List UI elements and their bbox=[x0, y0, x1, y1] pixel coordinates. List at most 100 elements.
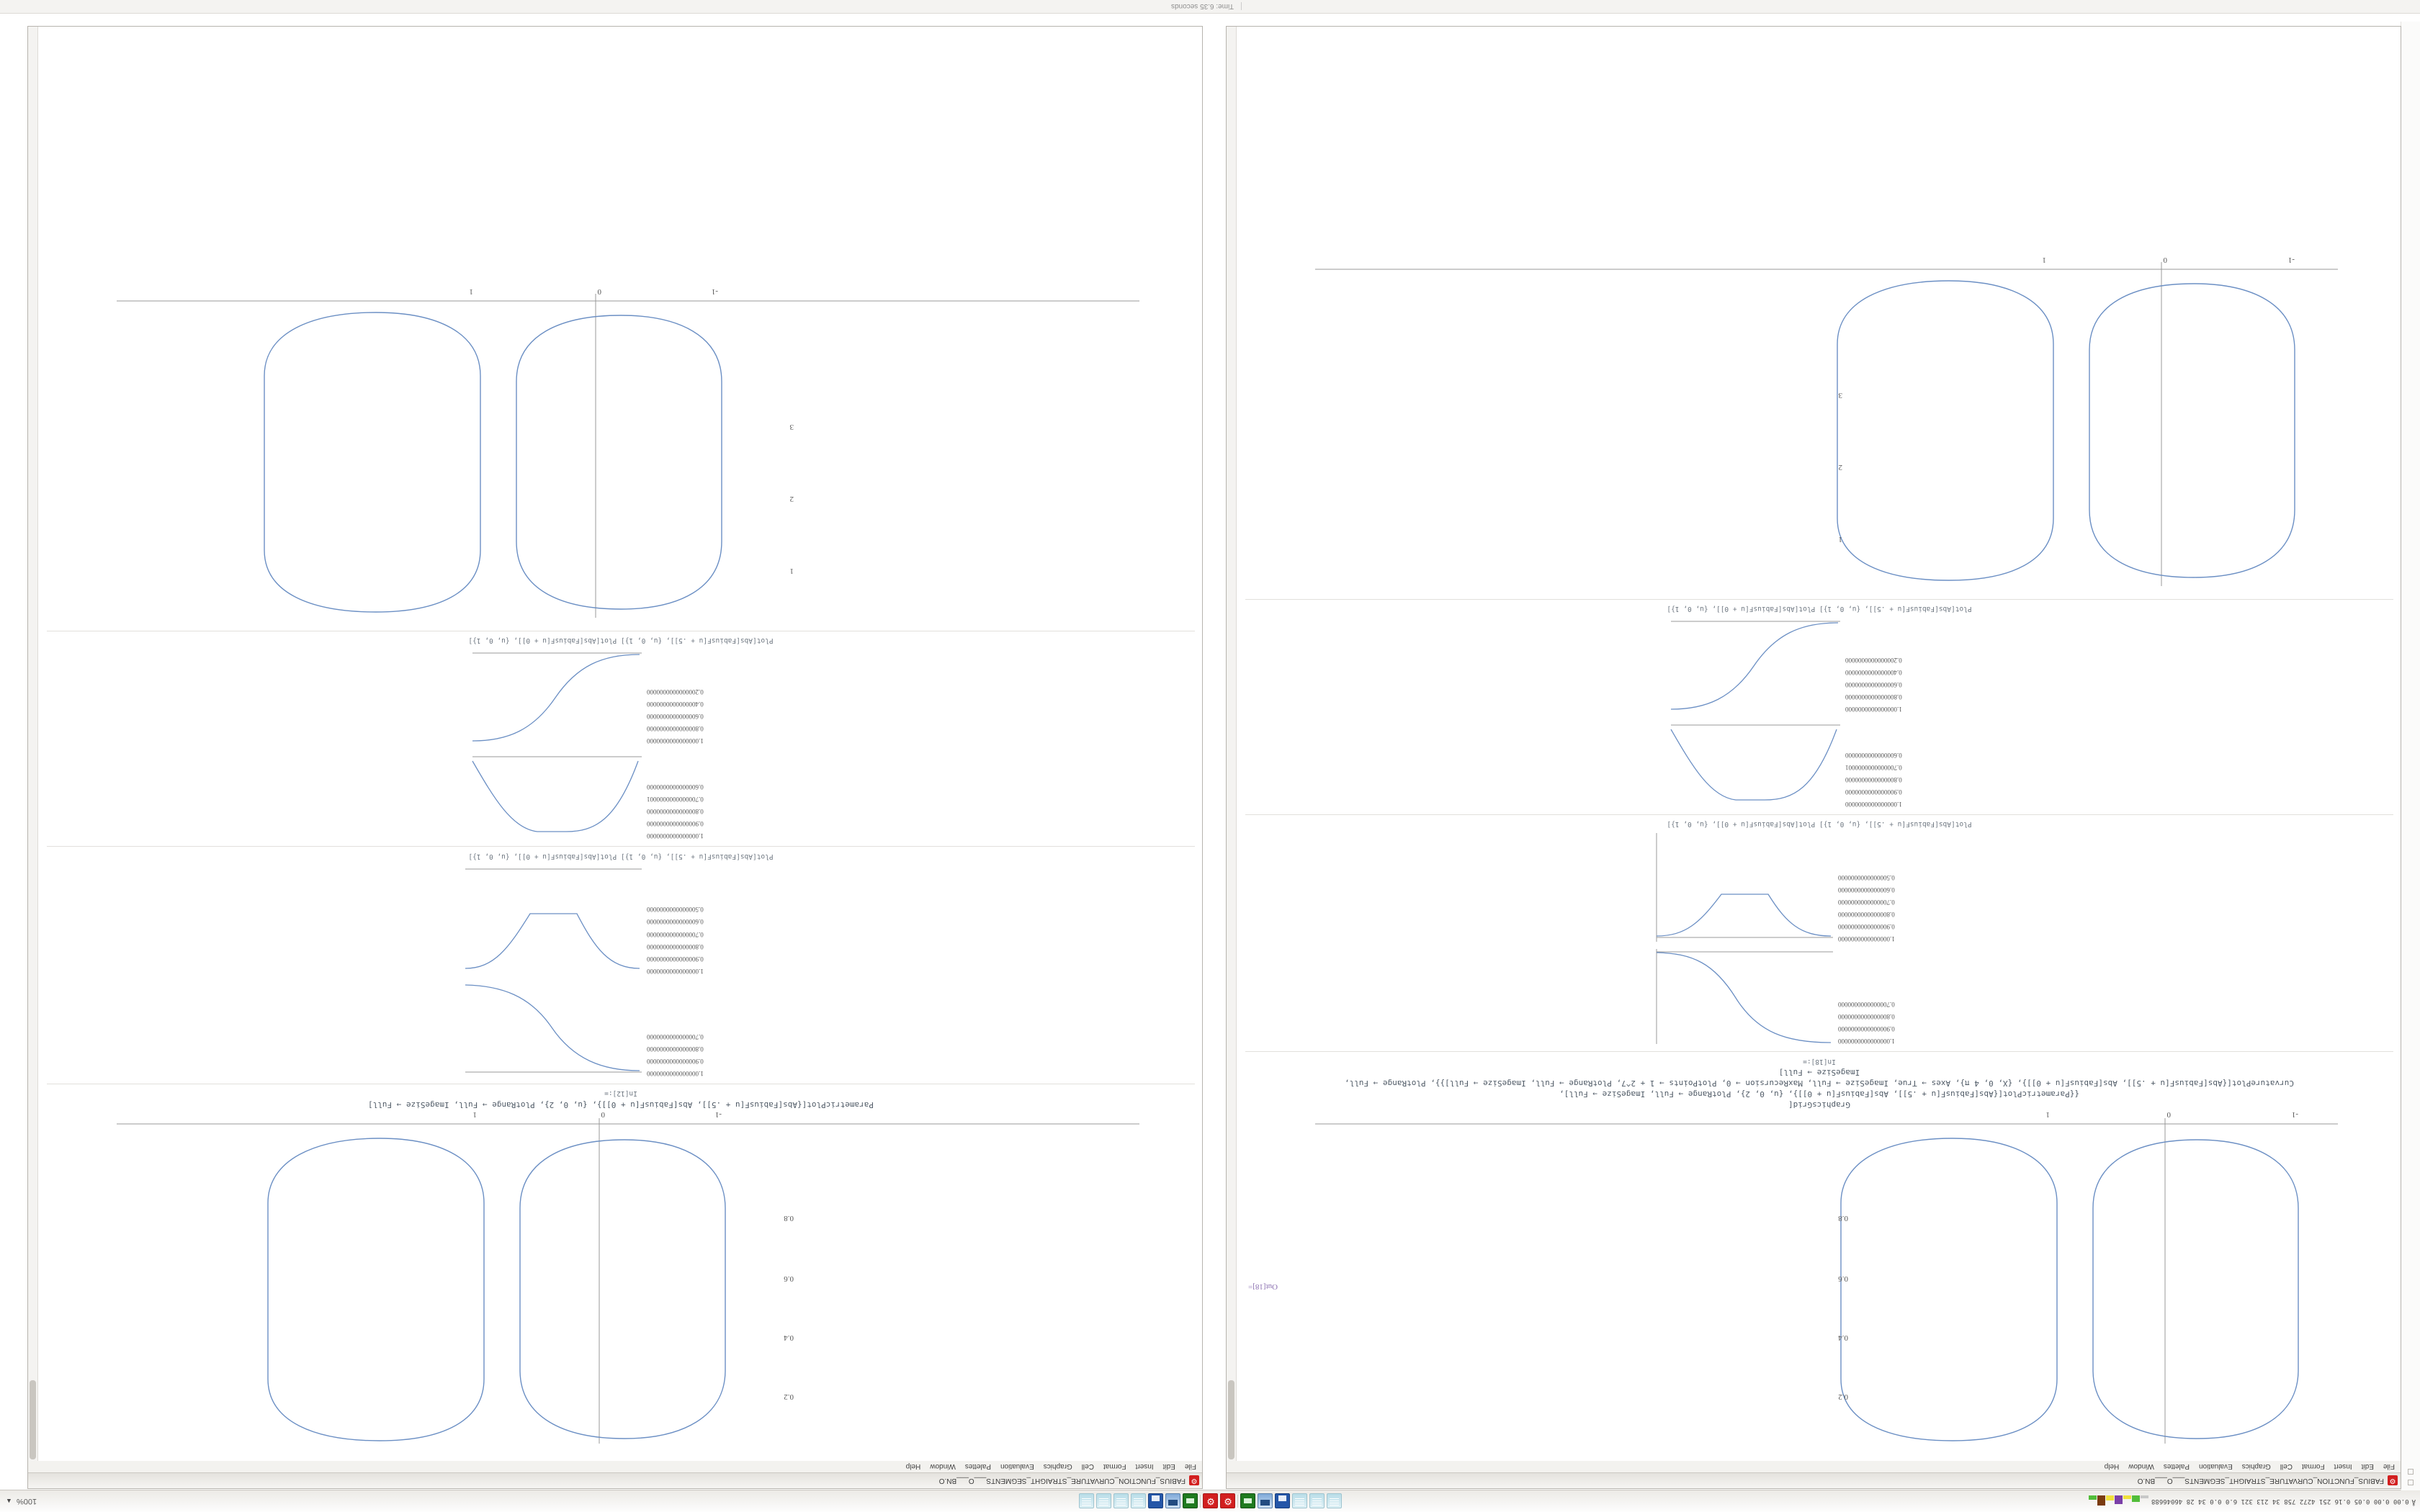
plot-parametric-lobes-top-right[interactable]: 0 -1 1 0.2 0.4 0.6 0.8 bbox=[47, 1111, 1195, 1457]
menu-edit[interactable]: Edit bbox=[2361, 1462, 2374, 1470]
menu-file[interactable]: File bbox=[2383, 1462, 2395, 1470]
divider bbox=[47, 846, 1195, 847]
code-text[interactable]: GraphicsGrid[ {{ParametricPlot[{Abs[Fabi… bbox=[1345, 1068, 2294, 1110]
code-line[interactable]: Plot[Abs[FabiusF[u + .5]], {u, 0, 1}] Pl… bbox=[468, 852, 774, 860]
scrollbar-right-notebook[interactable] bbox=[28, 27, 38, 1461]
edge-marker bbox=[2408, 1480, 2414, 1485]
green-drive-icon[interactable] bbox=[1183, 1493, 1198, 1509]
plot-fabius-sigmoid-right-2[interactable]: 1.0000000000000000 0.8000000000000000 0.60… bbox=[47, 646, 1195, 747]
plot-fabius-bump-2[interactable]: 1.0000000000000000 0.9000000000000000 0.80… bbox=[1245, 716, 2393, 810]
green-drive-icon[interactable] bbox=[1240, 1493, 1256, 1509]
menu-format[interactable]: Format bbox=[2301, 1462, 2325, 1470]
divider bbox=[1245, 814, 2393, 815]
menubar-left[interactable]: File Edit Insert Format Cell Graphics Ev… bbox=[1227, 1459, 2401, 1472]
notebook-icon[interactable] bbox=[1309, 1493, 1325, 1509]
notebook-canvas-right[interactable]: 0 -1 1 0.2 0.4 0.6 0.8 ParametricPlot[{Abs[F… bbox=[28, 27, 1202, 1461]
save-disk-icon[interactable] bbox=[1148, 1493, 1164, 1509]
notebook-icon[interactable] bbox=[1096, 1493, 1112, 1509]
taskbar[interactable]: Å 0.00 0.00 0.05 0.16 251 4272 758 34 21… bbox=[0, 1490, 2420, 1512]
menu-edit[interactable]: Edit bbox=[1162, 1462, 1175, 1470]
zoom-level-label: 100% bbox=[16, 1497, 37, 1506]
monitor-icon[interactable] bbox=[1258, 1493, 1273, 1509]
y-axis-ticks: 1.0000000000000000 0.9000000000000000 0.80… bbox=[647, 906, 704, 975]
plot-fabius-sigmoid-right-1[interactable]: 1.0000000000000000 0.9000000000000000 0.8… bbox=[47, 978, 1195, 1079]
plot-parametric-lobes-top[interactable]: 0 -1 1 0.2 0.4 0.6 0.8 bbox=[1245, 1111, 2393, 1457]
notebook-icon[interactable] bbox=[1113, 1493, 1129, 1509]
plot-fabius-bump-1[interactable]: 1.0000000000000000 0.9000000000000000 0.80… bbox=[1245, 829, 2393, 945]
svg-text:-1: -1 bbox=[712, 288, 718, 296]
svg-text:0: 0 bbox=[2166, 1111, 2171, 1119]
menu-graphics[interactable]: Graphics bbox=[1043, 1462, 1072, 1470]
window-left-notebook[interactable]: FABIUS_FUNCTION_CURVATURE_STRAIGHT_SEGME… bbox=[1226, 26, 2401, 1489]
code-text[interactable]: ParametricPlot[{Abs[FabiusF[u + .5]], Ab… bbox=[368, 1100, 874, 1110]
menu-evaluation[interactable]: Evaluation bbox=[1000, 1462, 1034, 1470]
code-line[interactable]: Plot[Abs[FabiusF[u + .5]], {u, 0, 1}] Pl… bbox=[468, 636, 774, 645]
menu-graphics[interactable]: Graphics bbox=[2241, 1462, 2271, 1470]
output-cell[interactable]: 1.0000000000000000 0.9000000000000000 0.80… bbox=[1245, 716, 2393, 810]
output-cell[interactable]: 0 -1 1 0.2 0.4 0.6 0.8 bbox=[47, 1111, 1195, 1457]
code-line[interactable]: Plot[Abs[FabiusF[u + .5]], {u, 0, 1}] Pl… bbox=[1667, 604, 1972, 613]
notebook-icon[interactable] bbox=[1131, 1493, 1147, 1509]
output-cell[interactable]: 1.0000000000000000 0.9000000000000000 0.80… bbox=[47, 748, 1195, 842]
menu-insert[interactable]: Insert bbox=[1135, 1462, 1154, 1470]
output-cell[interactable]: 1.0000000000000000 0.9000000000000000 0.8… bbox=[47, 978, 1195, 1079]
y-axis-ticks: 1.0000000000000000 0.9000000000000000 0.80… bbox=[1838, 873, 1895, 943]
svg-text:1: 1 bbox=[470, 288, 474, 296]
input-cell[interactable]: ParametricPlot[{Abs[FabiusF[u + .5]], Ab… bbox=[47, 1099, 1195, 1110]
notebook-canvas-left[interactable]: Out[18]= 0 -1 1 0.2 0.4 0.6 0.8 bbox=[1227, 27, 2401, 1461]
statusbar: Time: 6.35 seconds bbox=[0, 0, 2420, 14]
output-cell[interactable]: 1.0000000000000000 0.8000000000000000 0.60… bbox=[47, 646, 1195, 747]
output-cell[interactable]: 1.0000000000000000 0.9000000000000000 0.80… bbox=[47, 862, 1195, 977]
menu-help[interactable]: Help bbox=[2104, 1462, 2120, 1470]
menu-palettes[interactable]: Palettes bbox=[964, 1462, 991, 1470]
taskbar-launcher[interactable] bbox=[315, 1493, 2106, 1509]
plot-parametric-lobes-bottom-right[interactable]: 0 -1 1 1 2 3 bbox=[47, 288, 1195, 626]
scrollbar-left-notebook[interactable] bbox=[1227, 27, 1237, 1461]
y-axis-ticks: 1.0000000000000000 0.9000000000000000 0.8… bbox=[647, 1032, 704, 1077]
plot-fabius-bump-right-2[interactable]: 1.0000000000000000 0.9000000000000000 0.80… bbox=[47, 748, 1195, 842]
window-title: FABIUS_FUNCTION_CURVATURE_STRAIGHT_SEGME… bbox=[938, 1477, 1186, 1485]
menu-insert[interactable]: Insert bbox=[2334, 1462, 2352, 1470]
menu-help[interactable]: Help bbox=[905, 1462, 921, 1470]
mathematica-icon[interactable] bbox=[1203, 1493, 1219, 1509]
output-cell[interactable]: 1.0000000000000000 0.8000000000000000 0.60… bbox=[1245, 614, 2393, 715]
chevron-up-icon[interactable]: ▲ bbox=[6, 1498, 12, 1505]
mathematica-icon[interactable] bbox=[1220, 1493, 1236, 1509]
output-cell[interactable]: 1.0000000000000000 0.9000000000000000 0.80… bbox=[1245, 829, 2393, 945]
plot-fabius-sigmoid-2[interactable]: 1.0000000000000000 0.8000000000000000 0.60… bbox=[1245, 614, 2393, 715]
scrollbar-thumb[interactable] bbox=[1228, 1380, 1234, 1459]
menu-format[interactable]: Format bbox=[1103, 1462, 1126, 1470]
svg-text:0.2: 0.2 bbox=[784, 1392, 794, 1401]
output-cell[interactable]: 0 -1 1 1 2 3 bbox=[1245, 256, 2393, 595]
plot-fabius-sigmoid-1[interactable]: 1.0000000000000000 0.9000000000000000 0.8… bbox=[1245, 946, 2393, 1047]
menu-file[interactable]: File bbox=[1184, 1462, 1196, 1470]
plot-parametric-lobes-bottom[interactable]: 0 -1 1 1 2 3 bbox=[1245, 256, 2393, 595]
save-disk-icon[interactable] bbox=[1275, 1493, 1291, 1509]
titlebar-right[interactable]: FABIUS_FUNCTION_CURVATURE_STRAIGHT_SEGME… bbox=[28, 1472, 1202, 1488]
menubar-right[interactable]: File Edit Insert Format Cell Graphics Ev… bbox=[28, 1459, 1202, 1472]
menu-window[interactable]: Window bbox=[930, 1462, 956, 1470]
monitor-icon[interactable] bbox=[1165, 1493, 1181, 1509]
titlebar-left[interactable]: FABIUS_FUNCTION_CURVATURE_STRAIGHT_SEGME… bbox=[1227, 1472, 2401, 1488]
menu-evaluation[interactable]: Evaluation bbox=[2199, 1462, 2233, 1470]
svg-text:2: 2 bbox=[1839, 463, 1843, 472]
notebook-icon[interactable] bbox=[1079, 1493, 1095, 1509]
menu-cell[interactable]: Cell bbox=[1081, 1462, 1094, 1470]
scrollbar-thumb[interactable] bbox=[30, 1380, 36, 1459]
svg-text:1: 1 bbox=[2046, 1111, 2051, 1119]
menu-palettes[interactable]: Palettes bbox=[2163, 1462, 2190, 1470]
window-right-notebook[interactable]: FABIUS_FUNCTION_CURVATURE_STRAIGHT_SEGME… bbox=[27, 26, 1203, 1489]
menu-window[interactable]: Window bbox=[2128, 1462, 2154, 1470]
taskbar-right[interactable]: 100% ▲ bbox=[0, 1497, 315, 1506]
output-cell[interactable]: 0 -1 1 1 2 3 bbox=[47, 288, 1195, 626]
menu-cell[interactable]: Cell bbox=[2280, 1462, 2293, 1470]
y-axis-ticks: 1.0000000000000000 0.9000000000000000 0.80… bbox=[1845, 751, 1902, 808]
notebook-icon[interactable] bbox=[1292, 1493, 1308, 1509]
plot-fabius-bump-right-1[interactable]: 1.0000000000000000 0.9000000000000000 0.80… bbox=[47, 862, 1195, 977]
output-cell[interactable]: Out[18]= 0 -1 1 0.2 0.4 0.6 0.8 bbox=[1245, 1111, 2393, 1457]
svg-text:0.8: 0.8 bbox=[1838, 1214, 1848, 1223]
input-cell[interactable]: GraphicsGrid[ {{ParametricPlot[{Abs[Fabi… bbox=[1245, 1067, 2393, 1110]
notebook-icon[interactable] bbox=[1327, 1493, 1343, 1509]
output-cell[interactable]: 1.0000000000000000 0.9000000000000000 0.8… bbox=[1245, 946, 2393, 1047]
code-line[interactable]: Plot[Abs[FabiusF[u + .5]], {u, 0, 1}] Pl… bbox=[1667, 820, 1972, 829]
